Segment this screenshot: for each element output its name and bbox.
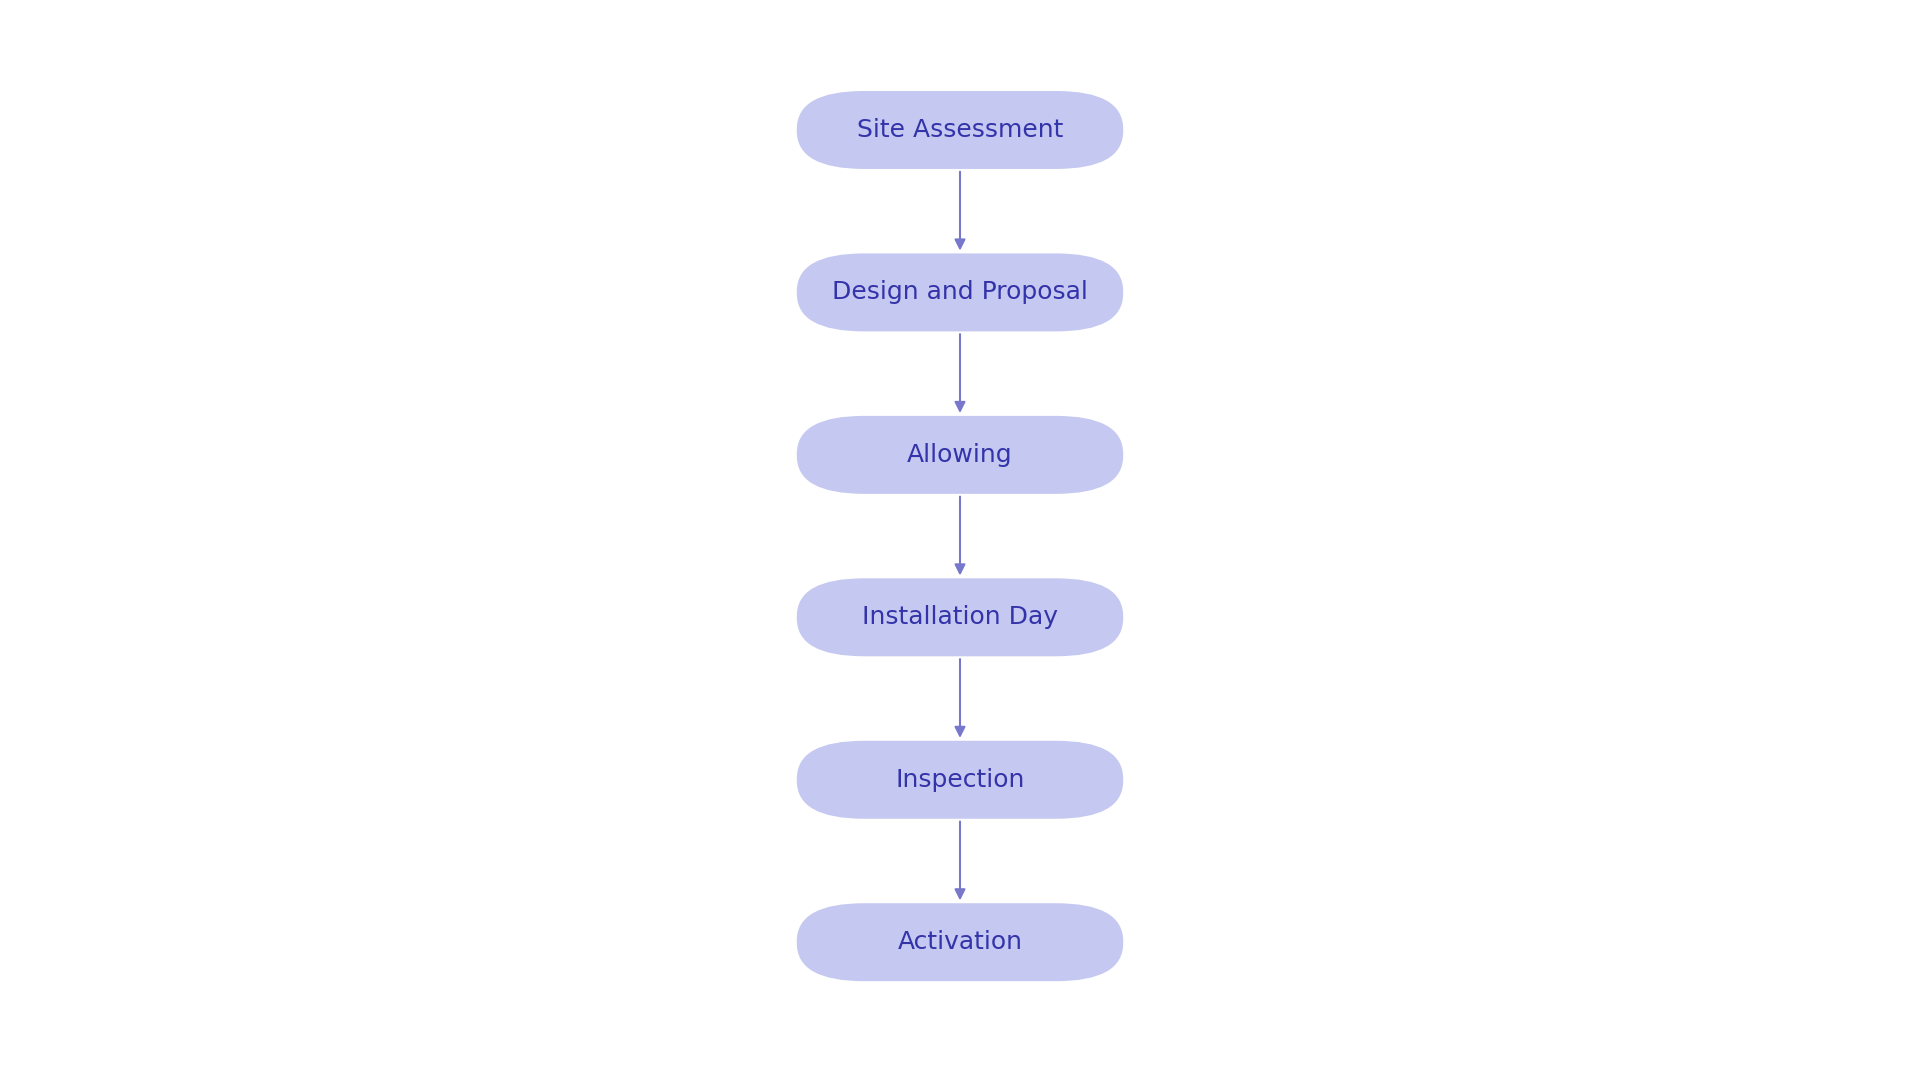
FancyBboxPatch shape bbox=[797, 253, 1123, 331]
Text: Activation: Activation bbox=[897, 930, 1023, 954]
Text: Inspection: Inspection bbox=[895, 768, 1025, 792]
Text: Installation Day: Installation Day bbox=[862, 605, 1058, 629]
Text: Site Assessment: Site Assessment bbox=[856, 118, 1064, 142]
FancyBboxPatch shape bbox=[797, 416, 1123, 494]
FancyBboxPatch shape bbox=[797, 578, 1123, 656]
Text: Allowing: Allowing bbox=[906, 443, 1014, 467]
FancyBboxPatch shape bbox=[797, 903, 1123, 981]
FancyBboxPatch shape bbox=[797, 741, 1123, 819]
FancyBboxPatch shape bbox=[797, 91, 1123, 169]
Text: Design and Proposal: Design and Proposal bbox=[831, 280, 1089, 304]
